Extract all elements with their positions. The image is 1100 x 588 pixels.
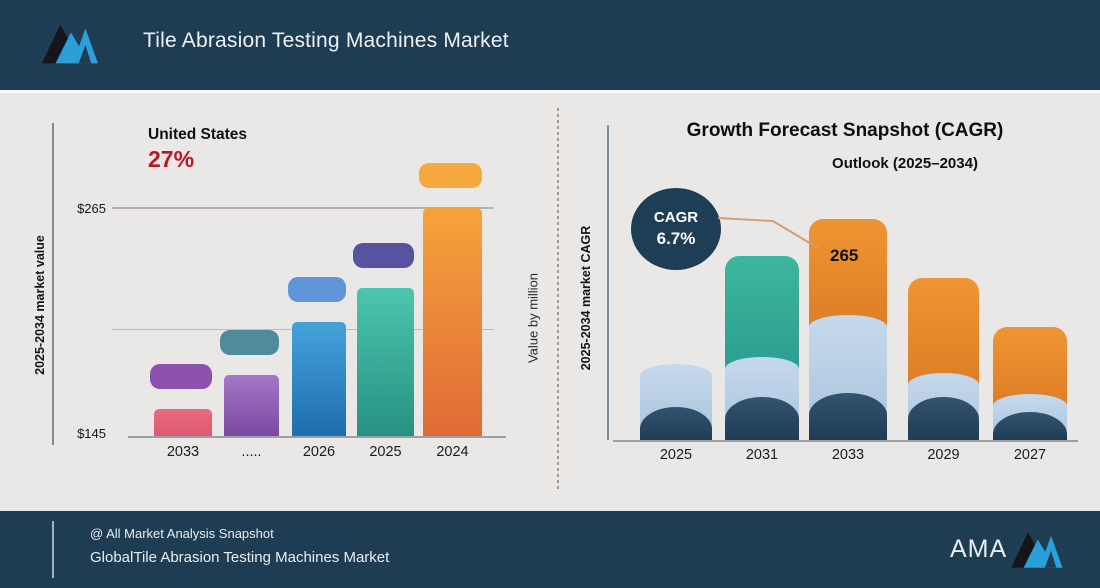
bar-cap-2026	[288, 277, 346, 302]
segment-base-2033	[809, 393, 887, 441]
segment-base-2031	[725, 397, 799, 441]
bar-2024	[423, 208, 482, 436]
segment-top-2033	[809, 219, 887, 331]
segment-base-2029	[908, 397, 979, 441]
cagr-badge: CAGR 6.7%	[631, 188, 721, 270]
footer-ama-logo-icon	[1011, 532, 1063, 568]
panel-divider	[557, 108, 559, 492]
footer-report-name: GlobalTile Abrasion Testing Machines Mar…	[90, 549, 390, 566]
footer-credit: @ All Market Analysis Snapshot	[90, 526, 274, 541]
left-y-axis-line	[52, 123, 54, 445]
x-label-2026: 2026	[302, 444, 336, 460]
bar-2025	[357, 287, 414, 436]
bar-cap-2024	[419, 163, 482, 188]
left-right-axis-label: Value by million	[525, 272, 541, 364]
gridline-265	[112, 207, 494, 209]
header-bar	[0, 0, 1100, 90]
x-label-2025: 2025	[659, 447, 693, 463]
segment-base-2025	[640, 407, 712, 441]
right-y-axis-label: 2025-2034 market CAGR	[579, 225, 593, 371]
x-label-2029: 2029	[927, 447, 960, 463]
page-title: Tile Abrasion Testing Machines Market	[143, 29, 509, 52]
bar-2026	[292, 322, 346, 436]
y-tick-265: $265	[77, 201, 106, 216]
x-label-2033: 2033	[166, 444, 200, 460]
bar-cap-2025	[353, 242, 414, 268]
cagr-badge-label: CAGR	[653, 209, 699, 226]
footer-accent-line	[52, 521, 54, 578]
x-label-.....: .....	[241, 444, 262, 460]
x-label-2027: 2027	[1013, 447, 1047, 463]
x-label-2024: 2024	[436, 444, 469, 460]
right-x-axis-line	[613, 440, 1078, 442]
left-chart-title: United States	[148, 126, 248, 143]
left-chart-highlight: 27%	[148, 146, 195, 172]
bar-2033	[154, 409, 212, 436]
segment-base-2027	[993, 412, 1067, 441]
cagr-badge-value: 6.7%	[656, 228, 696, 248]
bar-.....	[224, 375, 279, 436]
y-tick-145: $145	[77, 426, 106, 441]
footer-brand-text: AMA	[950, 535, 1008, 563]
x-label-2031: 2031	[745, 447, 779, 463]
right-chart-title: Growth Forecast Snapshot (CAGR)	[686, 120, 1004, 141]
footer-bar	[0, 511, 1100, 588]
left-y-axis-label: 2025-2034 market value	[33, 235, 47, 375]
x-label-2025: 2025	[369, 444, 402, 460]
left-x-axis-line	[128, 436, 506, 438]
segment-top-2031	[725, 256, 799, 373]
segment-top-2029	[908, 278, 979, 389]
bar-cap-2033	[150, 364, 212, 390]
right-y-axis-line	[607, 125, 609, 440]
ama-logo-icon	[41, 24, 98, 64]
right-chart-subtitle: Outlook (2025–2034)	[832, 155, 978, 172]
x-label-2033: 2033	[831, 447, 865, 463]
badge-connector-line	[717, 217, 819, 249]
bar-annotation: 265	[830, 246, 859, 265]
bar-cap-.....	[220, 330, 279, 356]
